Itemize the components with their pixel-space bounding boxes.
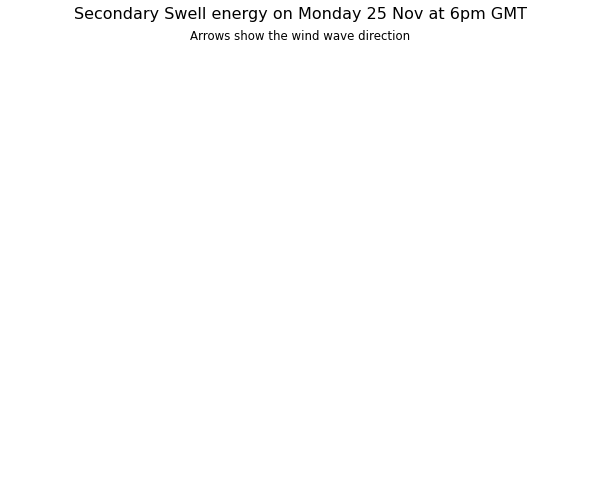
Text: Secondary Swell energy on Monday 25 Nov at 6pm GMT: Secondary Swell energy on Monday 25 Nov … (74, 7, 527, 22)
Text: cartopy required: cartopy required (243, 260, 358, 274)
Text: Arrows show the wind wave direction: Arrows show the wind wave direction (191, 30, 410, 42)
